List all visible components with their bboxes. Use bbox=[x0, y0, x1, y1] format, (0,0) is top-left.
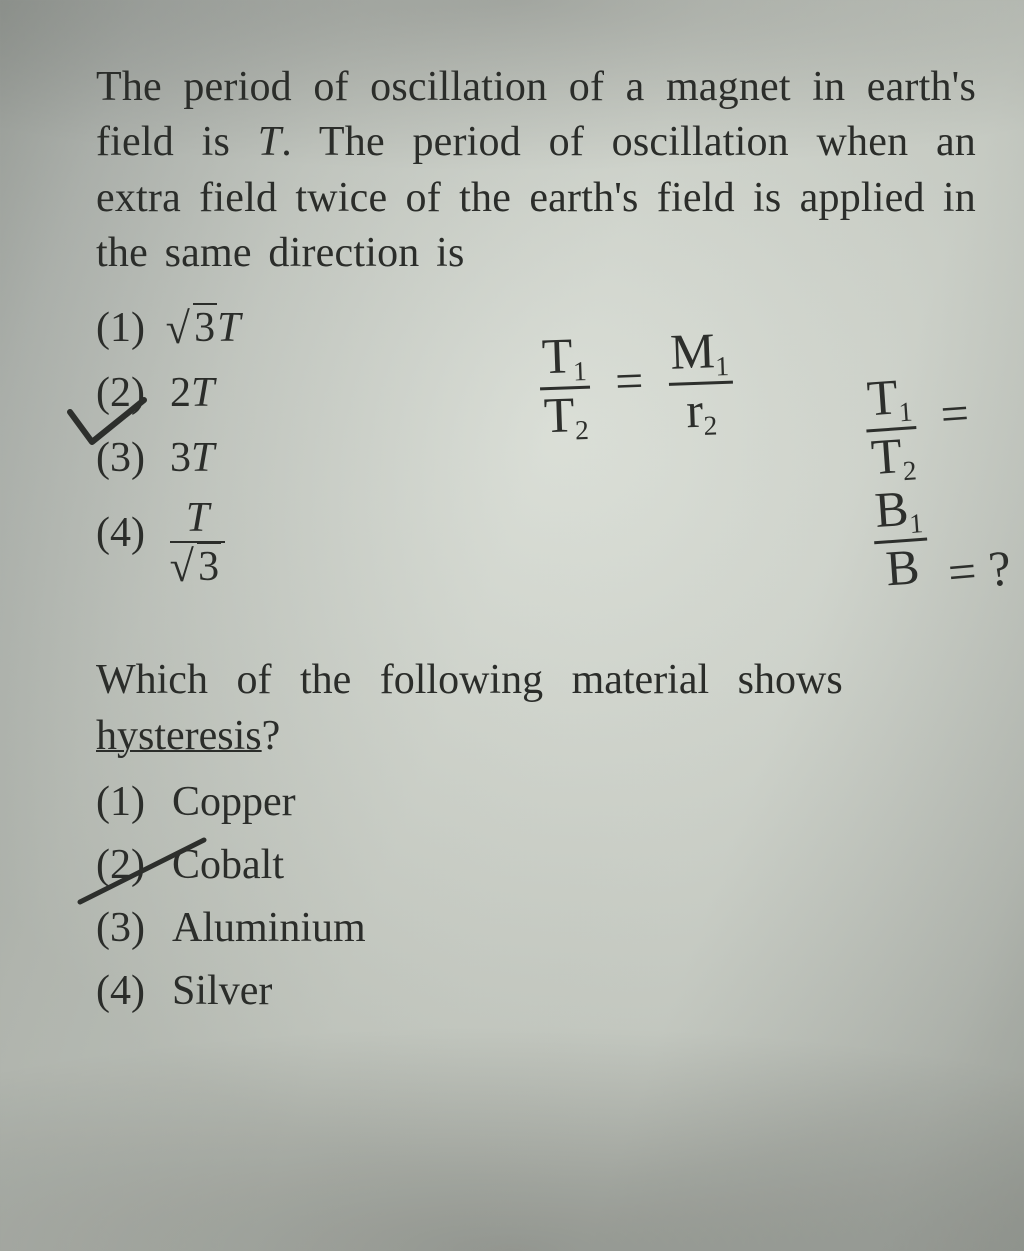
q1-option-3: (3) 3T bbox=[96, 426, 976, 491]
q2-option-4: (4) Silver bbox=[96, 960, 976, 1023]
q1-text: The period of oscillation of a magnet in… bbox=[96, 60, 976, 282]
q2-option-1-number: (1) bbox=[96, 771, 158, 834]
q2-option-2-value: Cobalt bbox=[172, 834, 284, 897]
q2-option-3: (3) Aluminium bbox=[96, 897, 976, 960]
q1-option-4-number: (4) bbox=[96, 501, 156, 566]
q2-option-1: (1) Copper bbox=[96, 771, 976, 834]
q2-options: (1) Copper (2) Cobalt (3) Aluminium (4) … bbox=[96, 771, 976, 1023]
q2-option-2: (2) Cobalt bbox=[96, 834, 976, 897]
q1-option-3-number: (3) bbox=[96, 426, 156, 491]
q2-text: Which of the following material shows hy… bbox=[96, 652, 976, 765]
worksheet-page: The period of oscillation of a magnet in… bbox=[0, 0, 1024, 1063]
q1-option-2-number: (2) bbox=[96, 361, 156, 426]
q2-option-1-value: Copper bbox=[172, 771, 296, 834]
q1-option-1: (1) 3T bbox=[96, 296, 976, 361]
q1-option-4-value: T 3 bbox=[170, 491, 225, 582]
q2-option-3-number: (3) bbox=[96, 897, 158, 960]
q2-option-2-number: (2) bbox=[96, 834, 158, 897]
q1-options: (1) 3T (2) 2T (3) 3T (4) T 3 bbox=[96, 296, 976, 582]
q2-option-4-number: (4) bbox=[96, 960, 158, 1023]
q1-option-1-number: (1) bbox=[96, 296, 156, 361]
q1-option-2-value: 2T bbox=[170, 361, 214, 426]
q1-option-3-value: 3T bbox=[170, 426, 214, 491]
q1-option-2: (2) 2T bbox=[96, 361, 976, 426]
q1-option-1-value: 3T bbox=[170, 296, 240, 361]
q2-option-4-value: Silver bbox=[172, 960, 272, 1023]
q1-option-4: (4) T 3 bbox=[96, 491, 976, 582]
q2-hysteresis-word: hysteresis bbox=[96, 713, 262, 759]
q2-option-3-value: Aluminium bbox=[172, 897, 366, 960]
